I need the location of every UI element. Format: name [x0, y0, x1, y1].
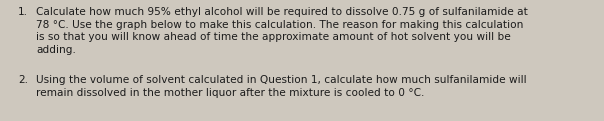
- Text: Using the volume of solvent calculated in Question 1, calculate how much sulfani: Using the volume of solvent calculated i…: [36, 75, 527, 98]
- Text: 1.: 1.: [18, 7, 28, 17]
- Text: Calculate how much 95% ethyl alcohol will be required to dissolve 0.75 g of sulf: Calculate how much 95% ethyl alcohol wil…: [36, 7, 528, 55]
- Text: 2.: 2.: [18, 75, 28, 85]
